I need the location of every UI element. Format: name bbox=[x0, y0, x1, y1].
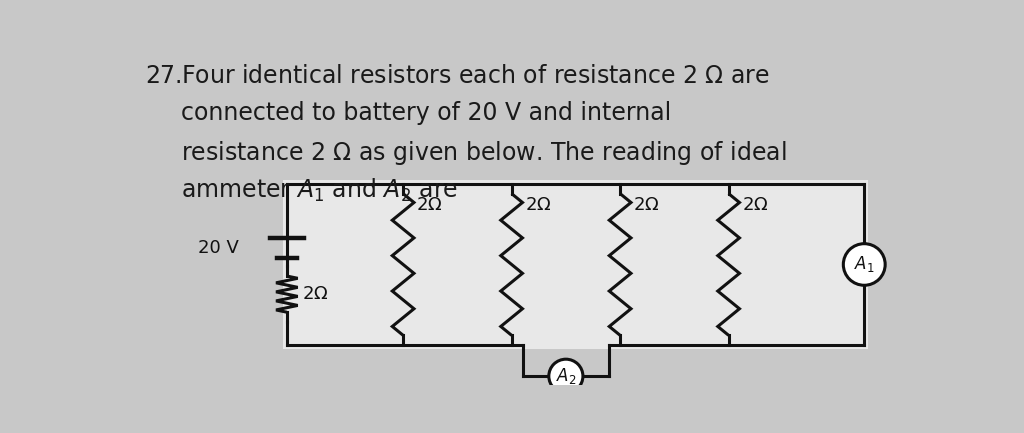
Text: resistance 2 $\Omega$ as given below. The reading of ideal: resistance 2 $\Omega$ as given below. Th… bbox=[180, 139, 786, 167]
Text: 20 V: 20 V bbox=[198, 239, 239, 257]
Circle shape bbox=[549, 359, 583, 393]
Text: 27.: 27. bbox=[145, 64, 182, 87]
Text: $A_2$: $A_2$ bbox=[556, 366, 577, 386]
Text: connected to battery of 20 V and internal: connected to battery of 20 V and interna… bbox=[180, 101, 671, 125]
Bar bbox=[283, 180, 868, 349]
Text: 2$\Omega$: 2$\Omega$ bbox=[741, 196, 768, 214]
Text: 2$\Omega$: 2$\Omega$ bbox=[633, 196, 659, 214]
Circle shape bbox=[844, 244, 885, 285]
Text: $A_1$: $A_1$ bbox=[854, 255, 874, 275]
Text: ammeter $A_1$ and $A_2$ are: ammeter $A_1$ and $A_2$ are bbox=[180, 177, 458, 204]
Text: Four identical resistors each of resistance 2 $\Omega$ are: Four identical resistors each of resista… bbox=[180, 64, 770, 87]
Text: 2$\Omega$: 2$\Omega$ bbox=[417, 196, 442, 214]
Text: 2$\Omega$: 2$\Omega$ bbox=[524, 196, 551, 214]
Text: 2$\Omega$: 2$\Omega$ bbox=[302, 285, 329, 303]
